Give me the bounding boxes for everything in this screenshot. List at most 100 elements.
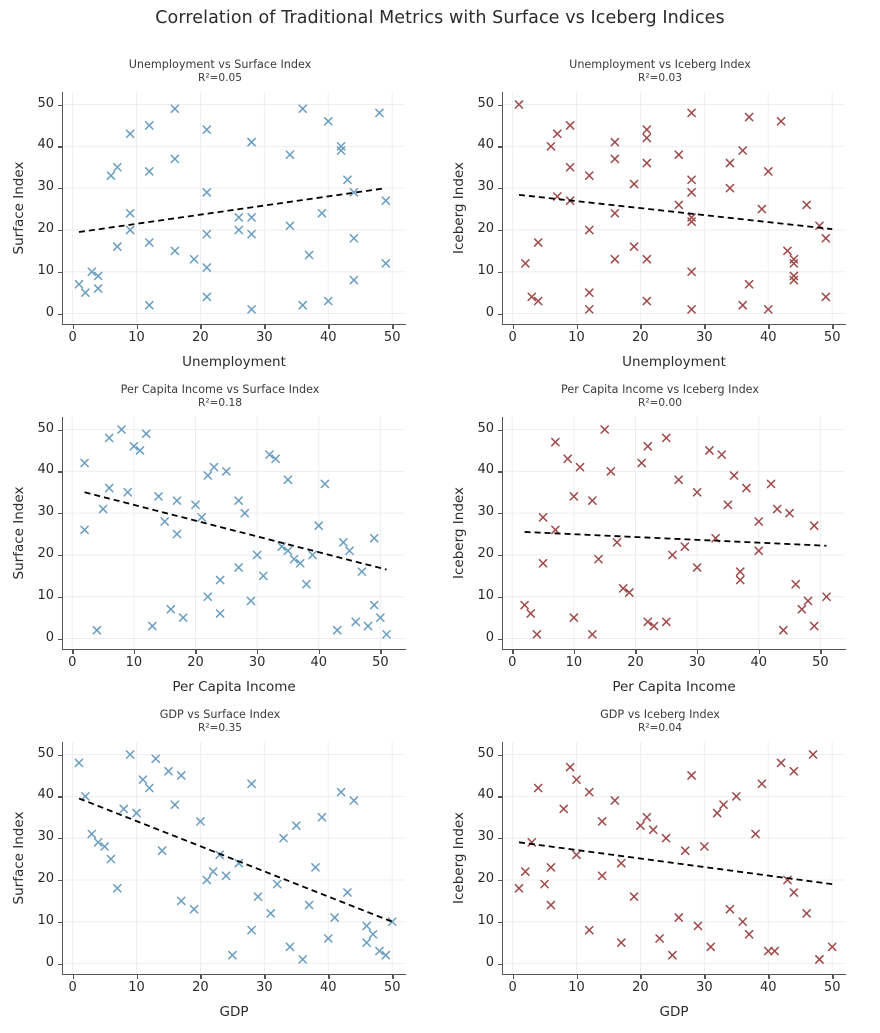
y-tick-label: 0	[485, 954, 494, 970]
panel-unemployment-vs-surface: Unemployment vs Surface Index R²=0.05 Surf…	[0, 58, 440, 383]
y-tick-label: 10	[477, 262, 494, 278]
x-tick-label: 20	[632, 330, 649, 345]
y-tick-label: 40	[37, 787, 54, 803]
y-tick-mark	[498, 146, 502, 148]
y-tick-mark	[58, 754, 62, 756]
panel-title: Per Capita Income vs Surface Index R²=0.1…	[0, 383, 440, 410]
x-tick-mark	[257, 650, 259, 654]
y-tick-mark	[58, 271, 62, 274]
x-tick-mark	[133, 650, 136, 654]
y-tick-mark	[58, 313, 62, 315]
x-axis-spine	[62, 974, 406, 976]
x-tick-mark	[573, 650, 576, 654]
x-tick-label: 30	[248, 655, 266, 670]
x-tick-label: 10	[128, 980, 145, 995]
panel-unemployment-vs-iceberg: Unemployment vs Iceberg Index R²=0.03 Iceb…	[440, 58, 880, 383]
y-tick-mark	[498, 638, 502, 640]
x-tick-label: 30	[688, 655, 706, 670]
x-tick-mark	[512, 650, 514, 654]
y-tick-label: 30	[477, 504, 494, 520]
x-tick-label: 20	[632, 980, 649, 995]
y-tick-mark	[58, 229, 62, 232]
x-tick-mark	[264, 975, 266, 979]
panel-r2-value: R²=0.05	[197, 71, 243, 84]
x-axis-spine	[502, 974, 846, 976]
y-tick-label: 30	[37, 829, 54, 845]
y-tick-label: 30	[37, 179, 54, 195]
y-tick-label: 0	[485, 629, 494, 645]
x-tick-mark	[512, 975, 514, 979]
x-tick-mark	[136, 325, 138, 329]
panel-r2-value: R²=0.35	[197, 721, 243, 734]
x-tick-label: 20	[627, 655, 644, 670]
x-tick-mark	[576, 325, 578, 329]
panel-percapita-vs-surface: Per Capita Income vs Surface Index R²=0.1…	[0, 383, 440, 708]
panel-title-text: Unemployment vs Surface Index	[128, 58, 312, 71]
y-tick-label: 50	[477, 420, 494, 436]
x-tick-label: 50	[823, 980, 841, 995]
x-tick-mark	[264, 325, 266, 329]
x-tick-label: 40	[320, 330, 337, 345]
x-tick-label: 10	[568, 980, 585, 995]
y-axis-spine	[502, 92, 504, 324]
x-tick-mark	[328, 975, 330, 979]
x-tick-mark	[318, 650, 321, 654]
panel-title: Unemployment vs Surface Index R²=0.05	[0, 58, 440, 85]
y-tick-mark	[58, 554, 62, 557]
y-tick-mark	[498, 513, 502, 515]
x-tick-mark	[136, 975, 138, 979]
y-tick-mark	[58, 596, 62, 599]
x-axis-spine	[502, 324, 846, 326]
x-tick-mark	[392, 325, 394, 329]
x-tick-label: 10	[128, 330, 145, 345]
panel-title: GDP vs Iceberg Index R²=0.04	[440, 708, 880, 735]
y-axis-label: Iceberg Index	[451, 812, 467, 904]
x-axis-label: GDP	[219, 1004, 249, 1020]
panel-gdp-vs-iceberg: GDP vs Iceberg Index R²=0.04 Iceberg Index…	[440, 708, 880, 1033]
x-tick-label: 0	[68, 655, 77, 670]
plot-area	[503, 417, 845, 649]
x-tick-label: 40	[760, 980, 777, 995]
y-axis-spine	[62, 92, 64, 324]
x-axis-label: GDP	[659, 1004, 689, 1020]
x-tick-mark	[195, 650, 197, 654]
y-tick-mark	[498, 921, 502, 924]
x-tick-label: 50	[383, 330, 401, 345]
y-tick-label: 20	[477, 545, 494, 561]
panel-title-text: Unemployment vs Iceberg Index	[569, 58, 751, 71]
x-tick-label: 40	[750, 655, 767, 670]
x-tick-label: 50	[372, 655, 389, 670]
y-tick-label: 30	[37, 504, 54, 520]
plot-area	[63, 92, 405, 324]
x-tick-label: 0	[508, 655, 517, 670]
plot-area	[63, 417, 405, 649]
x-tick-mark	[72, 975, 74, 979]
x-tick-label: 30	[256, 330, 273, 345]
y-tick-mark	[498, 188, 502, 190]
y-axis-label: Iceberg Index	[451, 487, 467, 579]
y-tick-label: 20	[477, 220, 494, 236]
y-tick-mark	[498, 554, 502, 557]
y-tick-label: 50	[37, 95, 54, 111]
y-tick-label: 30	[477, 829, 494, 845]
y-tick-label: 20	[37, 545, 54, 561]
y-tick-label: 50	[37, 745, 54, 761]
x-tick-label: 20	[187, 655, 204, 670]
y-tick-label: 20	[37, 220, 54, 236]
panel-r2-value: R²=0.18	[197, 396, 243, 409]
x-tick-label: 0	[68, 330, 77, 345]
x-axis-spine	[502, 649, 846, 651]
y-tick-label: 40	[37, 462, 54, 478]
panel-title-text: GDP vs Iceberg Index	[600, 708, 720, 721]
y-axis-label: Surface Index	[11, 811, 27, 905]
y-tick-mark	[58, 838, 62, 840]
y-tick-label: 50	[477, 95, 494, 111]
y-tick-mark	[498, 754, 502, 756]
x-tick-label: 40	[760, 330, 777, 345]
x-tick-mark	[704, 975, 706, 979]
y-tick-label: 10	[37, 587, 54, 603]
x-axis-label: Unemployment	[182, 354, 286, 370]
y-axis-spine	[502, 417, 504, 649]
y-tick-mark	[498, 104, 502, 106]
y-tick-label: 0	[485, 304, 494, 320]
